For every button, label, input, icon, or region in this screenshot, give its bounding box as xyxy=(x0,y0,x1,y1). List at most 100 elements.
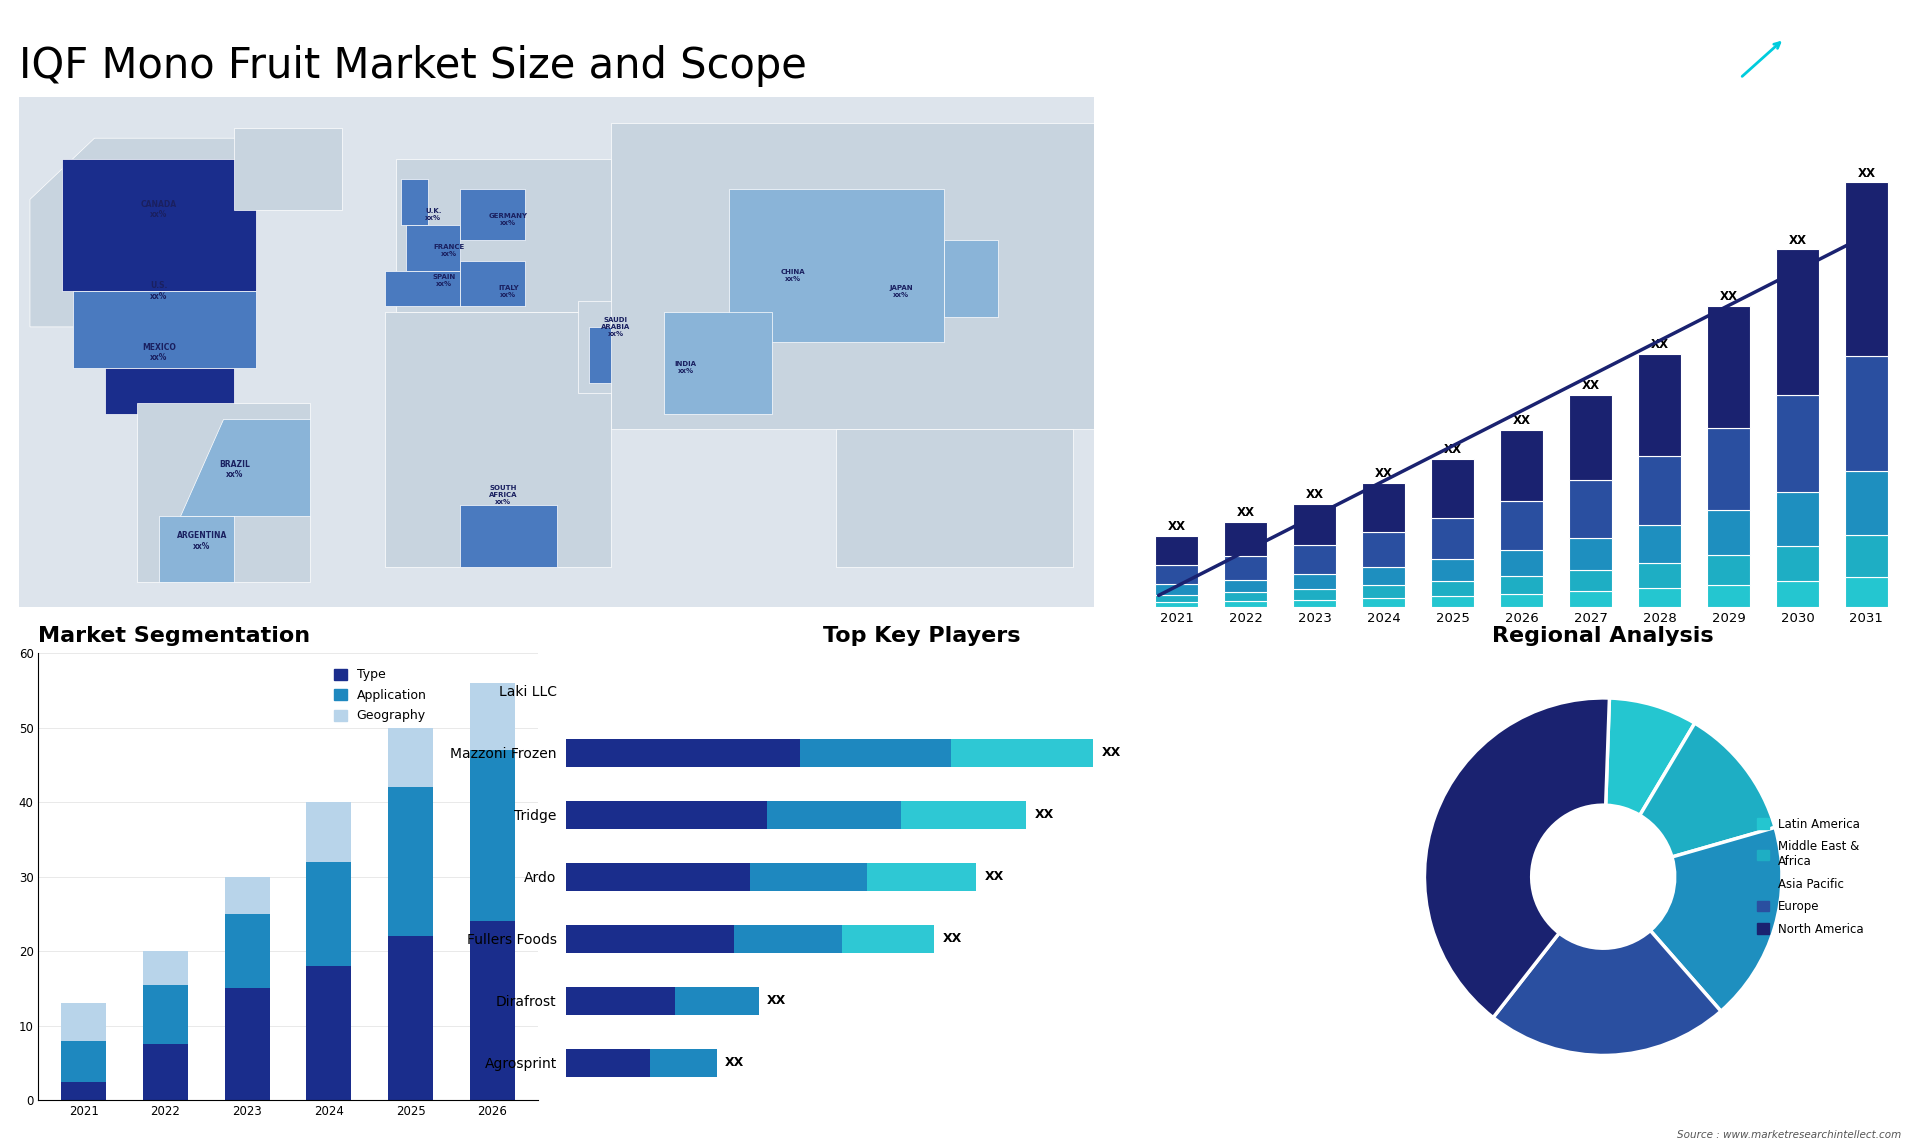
Wedge shape xyxy=(1651,827,1782,1011)
Bar xyxy=(1845,535,1887,576)
Bar xyxy=(142,951,188,984)
Polygon shape xyxy=(31,139,255,327)
Bar xyxy=(751,863,868,890)
Bar xyxy=(651,1049,716,1077)
Text: SOUTH
AFRICA
xx%: SOUTH AFRICA xx% xyxy=(490,485,516,505)
Text: U.S.
xx%: U.S. xx% xyxy=(150,282,167,301)
Polygon shape xyxy=(180,418,309,516)
Polygon shape xyxy=(611,123,1094,429)
Bar xyxy=(1638,354,1680,456)
Polygon shape xyxy=(396,158,611,312)
Text: GERMANY
xx%: GERMANY xx% xyxy=(490,213,528,226)
Text: Market Segmentation: Market Segmentation xyxy=(38,626,311,646)
Bar xyxy=(1569,394,1613,480)
Text: XX: XX xyxy=(1102,746,1121,759)
Text: INDIA
xx%: INDIA xx% xyxy=(674,361,697,375)
Bar xyxy=(766,801,900,829)
Bar xyxy=(1776,394,1818,493)
Text: JAPAN
xx%: JAPAN xx% xyxy=(889,284,912,298)
Polygon shape xyxy=(138,403,309,582)
Polygon shape xyxy=(730,189,945,343)
Bar xyxy=(900,801,1025,829)
Bar xyxy=(1845,576,1887,607)
Bar xyxy=(1500,576,1544,594)
Bar xyxy=(307,802,351,862)
Text: MARKET
RESEARCH
INTELLECT: MARKET RESEARCH INTELLECT xyxy=(1803,49,1849,81)
Bar xyxy=(225,915,269,988)
Bar xyxy=(1569,480,1613,539)
Bar xyxy=(566,1049,651,1077)
Bar xyxy=(843,925,935,952)
Bar xyxy=(950,738,1092,767)
Circle shape xyxy=(1532,806,1674,948)
Text: XX: XX xyxy=(766,995,785,1007)
Bar xyxy=(1845,355,1887,471)
Polygon shape xyxy=(461,189,524,241)
Bar xyxy=(1294,599,1336,607)
Polygon shape xyxy=(1663,39,1766,78)
Text: XX: XX xyxy=(1788,234,1807,246)
Bar xyxy=(1430,596,1475,607)
Polygon shape xyxy=(945,241,998,316)
Bar xyxy=(1500,430,1544,501)
Bar xyxy=(61,1082,106,1100)
Text: SAUDI
ARABIA
xx%: SAUDI ARABIA xx% xyxy=(601,317,630,337)
Bar xyxy=(1363,586,1405,598)
Polygon shape xyxy=(19,97,1094,607)
Bar xyxy=(1776,493,1818,545)
Bar xyxy=(566,925,733,952)
Text: XX: XX xyxy=(1857,166,1876,180)
Polygon shape xyxy=(106,368,234,414)
Text: XX: XX xyxy=(1236,505,1256,519)
Bar xyxy=(1638,525,1680,563)
Bar xyxy=(142,984,188,1044)
Text: XX: XX xyxy=(985,870,1004,884)
Bar xyxy=(868,863,975,890)
Bar xyxy=(1707,510,1749,556)
Text: XX: XX xyxy=(1444,444,1461,456)
Bar xyxy=(1225,580,1267,592)
Bar xyxy=(470,751,515,921)
Bar xyxy=(1363,567,1405,586)
Text: IQF Mono Fruit Market Size and Scope: IQF Mono Fruit Market Size and Scope xyxy=(19,46,806,87)
Bar xyxy=(1156,565,1198,584)
Bar xyxy=(1569,539,1613,570)
Polygon shape xyxy=(61,158,255,291)
Text: FRANCE
xx%: FRANCE xx% xyxy=(434,244,465,257)
Bar xyxy=(1156,536,1198,565)
Text: XX: XX xyxy=(1582,379,1599,392)
Bar xyxy=(1294,589,1336,599)
Polygon shape xyxy=(159,516,234,582)
Bar xyxy=(1156,595,1198,602)
Text: CANADA
xx%: CANADA xx% xyxy=(140,199,177,219)
Bar xyxy=(1569,570,1613,591)
Legend: Latin America, Middle East &
Africa, Asia Pacific, Europe, North America: Latin America, Middle East & Africa, Asi… xyxy=(1753,813,1868,941)
Bar xyxy=(1363,598,1405,607)
Bar xyxy=(1430,518,1475,559)
Bar xyxy=(566,863,751,890)
Bar xyxy=(1430,581,1475,596)
Bar xyxy=(1500,550,1544,576)
Bar xyxy=(1363,533,1405,567)
Bar xyxy=(1707,427,1749,510)
Polygon shape xyxy=(234,128,342,210)
Bar xyxy=(1294,545,1336,574)
Wedge shape xyxy=(1425,698,1609,1018)
Bar xyxy=(307,862,351,966)
Text: XX: XX xyxy=(943,932,962,945)
Bar xyxy=(61,1041,106,1082)
Bar xyxy=(1363,484,1405,533)
Bar xyxy=(470,683,515,751)
Bar xyxy=(1225,592,1267,601)
Bar xyxy=(225,988,269,1100)
Bar xyxy=(1225,521,1267,556)
Bar xyxy=(1638,588,1680,607)
Polygon shape xyxy=(461,505,557,566)
Text: XX: XX xyxy=(1375,468,1392,480)
Text: Source : www.marketresearchintellect.com: Source : www.marketresearchintellect.com xyxy=(1676,1130,1901,1140)
Bar xyxy=(388,936,434,1100)
Polygon shape xyxy=(73,291,255,368)
Polygon shape xyxy=(384,312,611,566)
Text: XX: XX xyxy=(1720,290,1738,304)
Bar xyxy=(1569,591,1613,607)
